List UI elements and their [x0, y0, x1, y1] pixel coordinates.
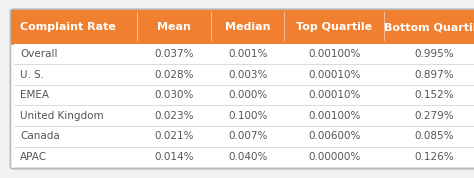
Text: 0.00100%: 0.00100% [308, 49, 360, 59]
Text: Top Quartile: Top Quartile [296, 22, 372, 32]
Text: EMEA: EMEA [20, 90, 49, 100]
Text: 0.00100%: 0.00100% [308, 111, 360, 121]
Text: 0.028%: 0.028% [155, 70, 194, 80]
Text: Canada: Canada [20, 131, 60, 141]
Text: U. S.: U. S. [20, 70, 44, 80]
Text: 0.152%: 0.152% [414, 90, 454, 100]
Bar [14, 85, 474, 105]
Text: Median: Median [225, 22, 270, 32]
Text: 0.007%: 0.007% [228, 131, 267, 141]
Text: Overall: Overall [20, 49, 57, 59]
Text: 0.100%: 0.100% [228, 111, 267, 121]
Text: 0.00010%: 0.00010% [308, 90, 360, 100]
Text: 0.030%: 0.030% [155, 90, 194, 100]
Bar [14, 30, 474, 44]
Text: 0.023%: 0.023% [155, 111, 194, 121]
Text: 0.040%: 0.040% [228, 152, 267, 162]
FancyBboxPatch shape [10, 9, 474, 169]
Bar [14, 147, 474, 167]
Text: 0.00010%: 0.00010% [308, 70, 360, 80]
Text: 0.126%: 0.126% [414, 152, 454, 162]
Text: United Kingdom: United Kingdom [20, 111, 103, 121]
Text: 0.014%: 0.014% [155, 152, 194, 162]
Text: 0.037%: 0.037% [155, 49, 194, 59]
Text: 0.00000%: 0.00000% [308, 152, 360, 162]
Text: 0.279%: 0.279% [414, 111, 454, 121]
Text: 0.003%: 0.003% [228, 70, 267, 80]
Bar [14, 126, 474, 147]
FancyBboxPatch shape [10, 9, 474, 45]
Text: 0.085%: 0.085% [414, 131, 454, 141]
Text: Bottom Quartile: Bottom Quartile [384, 22, 474, 32]
Text: APAC: APAC [20, 152, 47, 162]
Text: Mean: Mean [157, 22, 191, 32]
Bar [14, 105, 474, 126]
Bar [14, 44, 474, 64]
Text: 0.897%: 0.897% [414, 70, 454, 80]
Text: Complaint Rate: Complaint Rate [20, 22, 116, 32]
Text: 0.00600%: 0.00600% [308, 131, 360, 141]
Text: 0.001%: 0.001% [228, 49, 267, 59]
Text: 0.000%: 0.000% [228, 90, 267, 100]
Text: 0.021%: 0.021% [155, 131, 194, 141]
Text: 0.995%: 0.995% [414, 49, 454, 59]
Bar [14, 64, 474, 85]
